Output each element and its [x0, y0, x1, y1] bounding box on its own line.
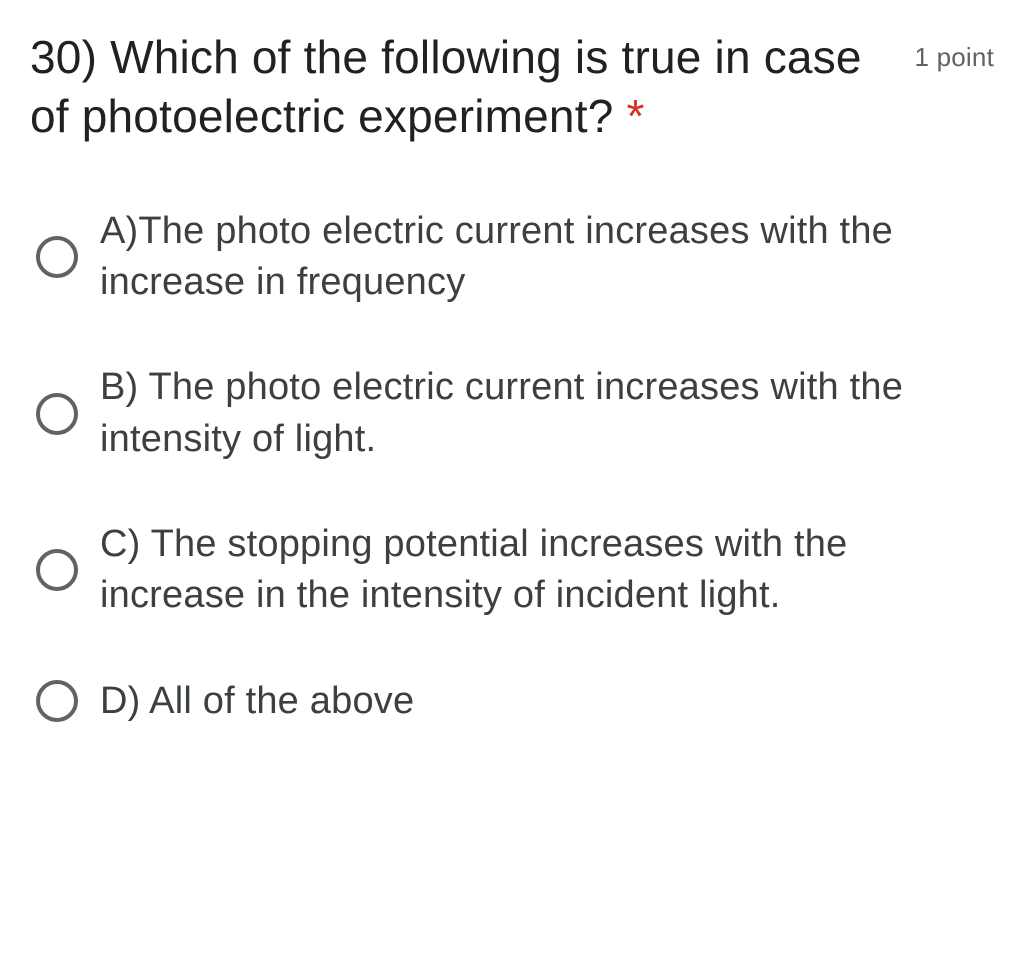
option-d[interactable]: D) All of the above — [36, 676, 994, 727]
question-header: 30) Which of the following is true in ca… — [30, 28, 994, 146]
option-label: A)The photo electric current increases w… — [100, 206, 994, 309]
option-a[interactable]: A)The photo electric current increases w… — [36, 206, 994, 309]
required-marker: * — [626, 90, 644, 142]
option-label: C) The stopping potential increases with… — [100, 519, 994, 622]
question-title: 30) Which of the following is true in ca… — [30, 28, 895, 146]
radio-icon[interactable] — [36, 549, 78, 591]
radio-icon[interactable] — [36, 236, 78, 278]
radio-icon[interactable] — [36, 393, 78, 435]
question-number: 30) — [30, 31, 97, 83]
radio-icon[interactable] — [36, 680, 78, 722]
option-label: D) All of the above — [100, 676, 414, 727]
points-label: 1 point — [915, 28, 994, 73]
option-label: B) The photo electric current increases … — [100, 362, 994, 465]
option-c[interactable]: C) The stopping potential increases with… — [36, 519, 994, 622]
question-text: Which of the following is true in case o… — [30, 31, 862, 142]
options-group: A)The photo electric current increases w… — [30, 206, 994, 727]
option-b[interactable]: B) The photo electric current increases … — [36, 362, 994, 465]
